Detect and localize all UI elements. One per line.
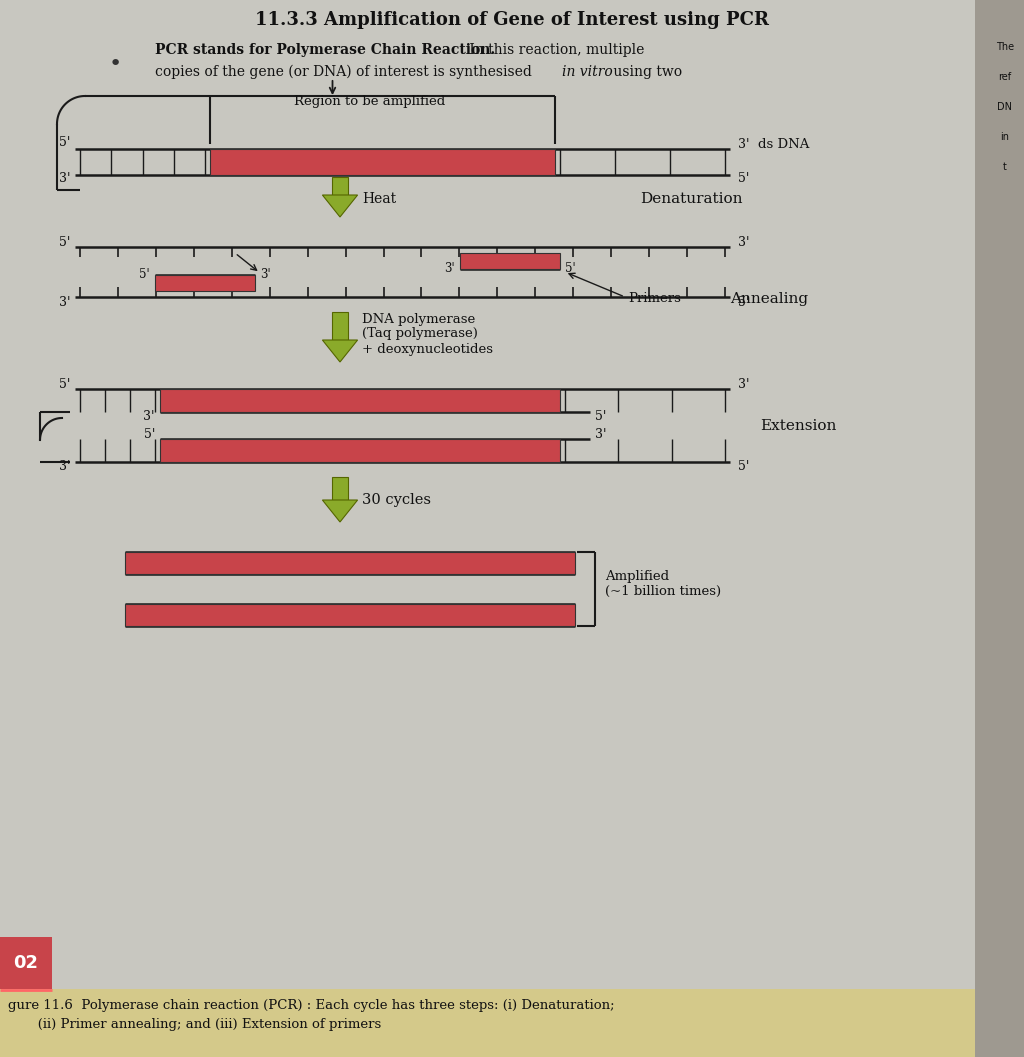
Text: 5': 5': [58, 136, 70, 149]
Text: 5': 5': [58, 377, 70, 390]
Bar: [125, 604, 575, 626]
Text: 30 cycles: 30 cycles: [362, 493, 431, 507]
Text: Heat: Heat: [362, 192, 396, 206]
Text: ds DNA: ds DNA: [758, 138, 809, 151]
Text: 3': 3': [738, 138, 750, 151]
Text: 5': 5': [738, 461, 750, 474]
Text: DN: DN: [997, 101, 1013, 112]
Polygon shape: [323, 340, 357, 361]
Text: Annealing: Annealing: [730, 292, 808, 305]
Text: 3': 3': [58, 172, 70, 185]
Polygon shape: [323, 194, 357, 217]
Text: 5': 5': [738, 172, 750, 185]
Text: PCR stands for Polymerase Chain Reaction.: PCR stands for Polymerase Chain Reaction…: [155, 43, 496, 57]
Polygon shape: [323, 500, 357, 522]
Text: 3': 3': [260, 268, 270, 281]
Text: 3': 3': [595, 427, 606, 441]
Bar: [160, 389, 560, 412]
Bar: [160, 439, 560, 462]
Text: Denaturation: Denaturation: [640, 192, 742, 206]
Text: 5': 5': [58, 236, 70, 248]
Text: 3': 3': [58, 461, 70, 474]
Text: gure 11.6  Polymerase chain reaction (PCR) : Each cycle has three steps: (i) Den: gure 11.6 Polymerase chain reaction (PCR…: [8, 999, 614, 1031]
Bar: [0, 989, 975, 1057]
Bar: [460, 253, 560, 268]
Text: 5': 5': [738, 296, 750, 309]
Bar: [125, 552, 575, 574]
Text: in: in: [1000, 132, 1010, 142]
Text: ref: ref: [998, 72, 1012, 82]
Text: 11.3.3 Amplification of Gene of Interest using PCR: 11.3.3 Amplification of Gene of Interest…: [255, 11, 769, 29]
Bar: [332, 477, 348, 500]
Text: using two: using two: [609, 64, 682, 79]
Text: 5': 5': [595, 410, 606, 424]
Text: •: •: [109, 54, 122, 74]
Text: 02: 02: [13, 954, 39, 972]
Text: 5': 5': [565, 262, 575, 276]
Text: Amplified
(~1 billion times): Amplified (~1 billion times): [605, 570, 721, 598]
Text: 3': 3': [143, 410, 155, 424]
Text: t: t: [1004, 162, 1007, 172]
Text: 3': 3': [444, 262, 455, 276]
Text: Region to be amplified: Region to be amplified: [294, 95, 445, 109]
Text: Primers: Primers: [628, 293, 681, 305]
Bar: [155, 275, 255, 291]
Text: 3': 3': [738, 377, 750, 390]
Text: copies of the gene (or DNA) of interest is synthesised: copies of the gene (or DNA) of interest …: [155, 64, 537, 79]
Bar: [332, 312, 348, 340]
Text: 3': 3': [738, 236, 750, 248]
Bar: [210, 149, 555, 175]
Text: DNA polymerase
(Taq polymerase)
+ deoxynucleotides: DNA polymerase (Taq polymerase) + deoxyn…: [362, 313, 493, 355]
Text: 3': 3': [58, 296, 70, 309]
Bar: [0, 937, 52, 989]
Text: 5': 5': [139, 268, 150, 281]
Bar: [975, 0, 1024, 1057]
Text: Extension: Extension: [760, 419, 837, 432]
Text: in vitro: in vitro: [562, 64, 612, 79]
Text: The: The: [996, 42, 1014, 52]
Bar: [332, 177, 348, 194]
Text: 5': 5': [143, 427, 155, 441]
Text: In this reaction, multiple: In this reaction, multiple: [465, 43, 644, 57]
